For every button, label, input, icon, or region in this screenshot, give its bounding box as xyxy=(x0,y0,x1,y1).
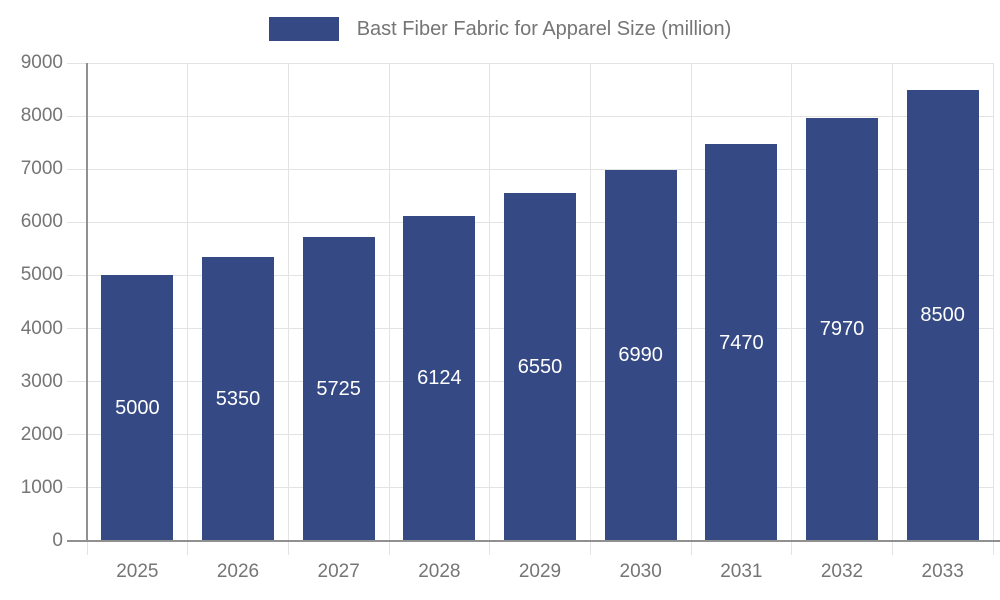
gridline-vertical xyxy=(287,63,289,555)
bar-value-label: 6550 xyxy=(517,356,563,379)
bar-value-label: 6124 xyxy=(417,367,462,390)
x-axis-tick-label: 2028 xyxy=(418,561,461,582)
bar[interactable] xyxy=(806,117,878,541)
x-axis-tick-label: 2026 xyxy=(216,561,260,582)
gridline-vertical xyxy=(791,63,793,555)
bar-value-label: 8500 xyxy=(920,304,965,327)
x-axis-tick-label: 2029 xyxy=(518,561,562,582)
y-axis-tick-label: 6000 xyxy=(20,211,63,233)
gridline-vertical xyxy=(489,63,491,555)
x-axis-tick-label: 2033 xyxy=(921,561,964,582)
bar-value-label: 6990 xyxy=(618,344,663,367)
x-axis-line xyxy=(67,540,1000,542)
legend-label: Bast Fiber Fabric for Apparel Size (mill… xyxy=(356,17,732,40)
y-axis-line xyxy=(86,63,88,541)
y-axis-tick-label: 0 xyxy=(52,530,63,551)
x-axis-tick-label: 2025 xyxy=(116,561,159,582)
bar[interactable] xyxy=(302,236,375,541)
x-axis-tick-label: 2030 xyxy=(619,561,662,582)
gridline-horizontal xyxy=(67,115,993,117)
legend-swatch-icon xyxy=(268,17,339,41)
gridline-horizontal xyxy=(67,62,993,64)
x-axis-tick-label: 2027 xyxy=(317,561,360,582)
bar-value-label: 7470 xyxy=(719,331,764,354)
gridline-vertical xyxy=(992,63,994,555)
gridline-vertical xyxy=(891,63,893,555)
gridline-horizontal xyxy=(67,168,993,170)
x-axis-tick-label: 2031 xyxy=(720,561,763,582)
y-axis-tick-label: 5000 xyxy=(20,264,63,286)
bar[interactable] xyxy=(101,275,174,541)
bar[interactable] xyxy=(604,169,677,541)
y-axis-tick-label: 3000 xyxy=(20,370,63,392)
bar[interactable] xyxy=(906,89,979,541)
y-axis-tick-label: 1000 xyxy=(20,476,63,498)
gridline-vertical xyxy=(187,63,189,555)
gridline-vertical xyxy=(690,63,692,555)
bar-value-label: 5350 xyxy=(215,387,261,410)
bar[interactable] xyxy=(504,193,576,541)
bar-value-label: 5725 xyxy=(316,377,361,400)
bar[interactable] xyxy=(705,144,778,541)
bar-value-label: 5000 xyxy=(115,397,160,420)
x-axis-tick-label: 2032 xyxy=(820,561,864,582)
y-axis-tick-label: 8000 xyxy=(20,105,63,127)
y-axis-tick-label: 7000 xyxy=(20,158,63,180)
bar-value-label: 7970 xyxy=(819,318,865,341)
bar[interactable] xyxy=(403,215,476,541)
plot-area: 0 1000 2000 3000 4000 5000 6000 7000 8000 9000 500… xyxy=(21,52,1000,582)
bar[interactable] xyxy=(202,256,274,541)
y-axis-tick-label: 9000 xyxy=(20,52,63,73)
gridline-vertical xyxy=(388,63,390,555)
legend[interactable]: Bast Fiber Fabric for Apparel Size (mill… xyxy=(0,17,1000,41)
y-axis-tick-label: 2000 xyxy=(20,423,63,445)
gridline-vertical xyxy=(589,63,591,555)
y-axis-tick-label: 4000 xyxy=(20,317,63,339)
